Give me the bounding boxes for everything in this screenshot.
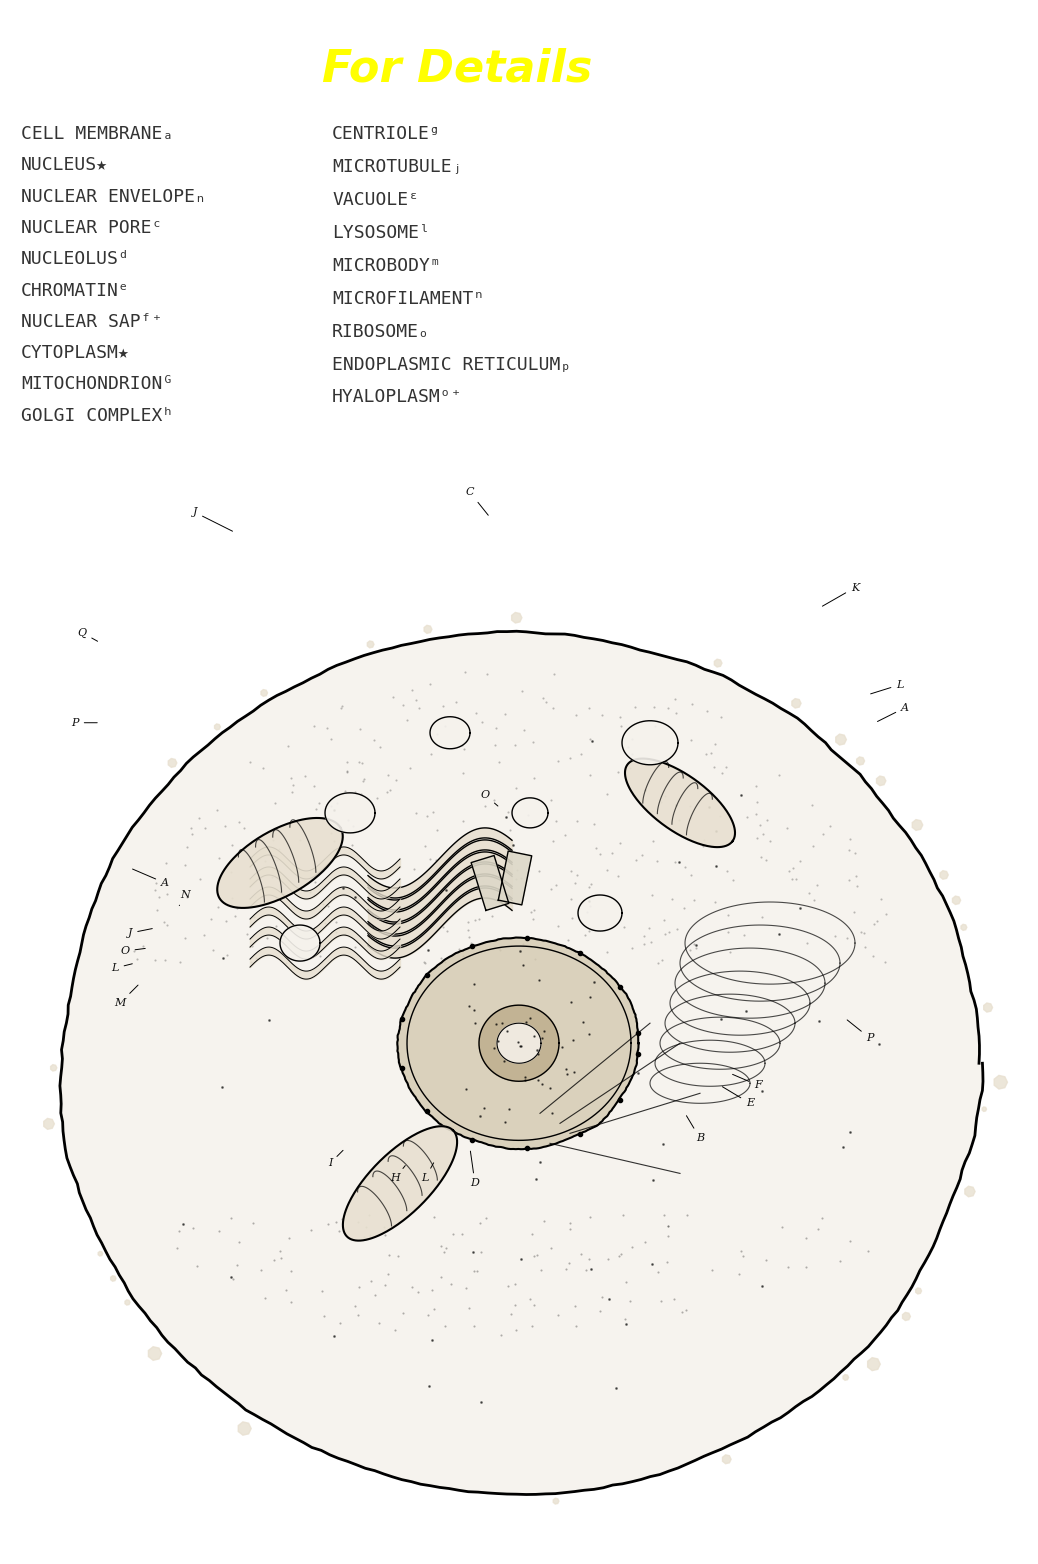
- Text: MICROFILAMENTⁿ: MICROFILAMENTⁿ: [332, 289, 485, 308]
- Polygon shape: [471, 856, 509, 910]
- Polygon shape: [553, 1498, 558, 1505]
- Text: C: C: [466, 488, 488, 515]
- Text: For Details: For Details: [322, 47, 592, 91]
- Polygon shape: [965, 1186, 975, 1196]
- Text: M: M: [114, 985, 138, 1009]
- Polygon shape: [148, 1347, 162, 1361]
- Polygon shape: [168, 759, 176, 768]
- Polygon shape: [714, 658, 722, 666]
- Polygon shape: [398, 937, 638, 1150]
- Text: E: E: [722, 1087, 754, 1109]
- Text: CELL MEMBRANEₐ: CELL MEMBRANEₐ: [21, 125, 173, 144]
- Polygon shape: [498, 851, 531, 906]
- Text: NUCLEOLUSᵈ: NUCLEOLUSᵈ: [21, 250, 130, 269]
- Text: ANIMAL C: ANIMAL C: [947, 44, 1007, 58]
- Polygon shape: [512, 613, 522, 622]
- Text: L: L: [871, 680, 904, 694]
- Text: D: D: [470, 1151, 480, 1189]
- Polygon shape: [44, 1118, 54, 1129]
- Polygon shape: [512, 798, 548, 827]
- Polygon shape: [111, 1276, 116, 1281]
- Polygon shape: [876, 776, 885, 785]
- Text: O: O: [481, 790, 498, 805]
- Text: HYALOPLASMᵒ⁺: HYALOPLASMᵒ⁺: [332, 388, 463, 407]
- Text: ENDOPLASMIC RETICULUMₚ: ENDOPLASMIC RETICULUMₚ: [332, 355, 571, 374]
- Polygon shape: [425, 626, 432, 633]
- Text: NUCLEAR POREᶜ: NUCLEAR POREᶜ: [21, 219, 162, 238]
- Text: MICROTUBULEⱼ: MICROTUBULEⱼ: [332, 158, 463, 177]
- Polygon shape: [430, 716, 470, 749]
- Polygon shape: [125, 1300, 130, 1304]
- Text: CHROMATINᵉ: CHROMATINᵉ: [21, 282, 130, 300]
- Text: N: N: [180, 890, 190, 906]
- Polygon shape: [497, 1023, 541, 1064]
- Polygon shape: [722, 1455, 731, 1464]
- Text: NUCLEAR ENVELOPEₙ: NUCLEAR ENVELOPEₙ: [21, 188, 206, 206]
- Text: CLICK HERE: CLICK HERE: [390, 11, 482, 25]
- Polygon shape: [239, 1422, 251, 1436]
- Text: MICROBODYᵐ: MICROBODYᵐ: [332, 256, 441, 275]
- Polygon shape: [836, 734, 846, 744]
- Text: A: A: [877, 702, 909, 721]
- Polygon shape: [215, 724, 220, 730]
- Text: H: H: [390, 1165, 405, 1184]
- Polygon shape: [622, 721, 678, 765]
- Polygon shape: [916, 1287, 922, 1293]
- Text: L: L: [421, 1162, 434, 1184]
- Text: B: B: [686, 1115, 704, 1143]
- Polygon shape: [578, 895, 622, 931]
- Polygon shape: [99, 1251, 103, 1256]
- Text: A: A: [133, 870, 169, 888]
- Polygon shape: [961, 924, 966, 931]
- Text: MITOCHONDRIONᴳ: MITOCHONDRIONᴳ: [21, 375, 173, 394]
- Polygon shape: [280, 924, 320, 962]
- Polygon shape: [343, 1126, 457, 1240]
- Polygon shape: [261, 690, 268, 696]
- Text: F: F: [733, 1074, 762, 1090]
- Text: VACUOLEᵋ: VACUOLEᵋ: [332, 191, 419, 210]
- Polygon shape: [625, 759, 735, 848]
- Polygon shape: [325, 793, 375, 834]
- Text: NUCLEAR SAPᶠ⁺: NUCLEAR SAPᶠ⁺: [21, 313, 162, 332]
- Text: P: P: [72, 718, 98, 727]
- Polygon shape: [868, 1358, 880, 1370]
- Text: ANIMAL CELL.: ANIMAL CELL.: [21, 44, 324, 81]
- Text: CYTOPLASM★: CYTOPLASM★: [21, 344, 130, 363]
- Polygon shape: [856, 757, 865, 765]
- Polygon shape: [792, 699, 801, 708]
- Text: P: P: [847, 1020, 874, 1043]
- Text: I: I: [328, 1151, 343, 1168]
- Polygon shape: [912, 820, 923, 830]
- Polygon shape: [994, 1076, 1008, 1089]
- Text: Q: Q: [78, 627, 98, 641]
- Polygon shape: [367, 641, 374, 647]
- Polygon shape: [984, 1003, 992, 1012]
- Polygon shape: [217, 818, 343, 909]
- Text: O: O: [120, 946, 145, 956]
- Text: RIBOSOMEₒ: RIBOSOMEₒ: [332, 322, 430, 341]
- Text: NUCLEUS★: NUCLEUS★: [21, 156, 108, 175]
- Text: CENTRIOLEᶢ: CENTRIOLEᶢ: [332, 125, 441, 144]
- Polygon shape: [51, 1065, 57, 1071]
- Polygon shape: [940, 871, 949, 879]
- Text: K: K: [822, 582, 859, 607]
- Polygon shape: [60, 632, 983, 1495]
- Polygon shape: [479, 1006, 559, 1081]
- Polygon shape: [953, 896, 960, 904]
- Text: J: J: [193, 507, 233, 532]
- Polygon shape: [982, 1107, 986, 1112]
- Polygon shape: [902, 1312, 910, 1320]
- Text: L: L: [111, 963, 132, 973]
- Text: J: J: [128, 927, 153, 938]
- Polygon shape: [843, 1375, 849, 1381]
- Text: GOLGI COMPLEXʰ: GOLGI COMPLEXʰ: [21, 407, 173, 425]
- Text: LYSOSOMEˡ: LYSOSOMEˡ: [332, 224, 430, 242]
